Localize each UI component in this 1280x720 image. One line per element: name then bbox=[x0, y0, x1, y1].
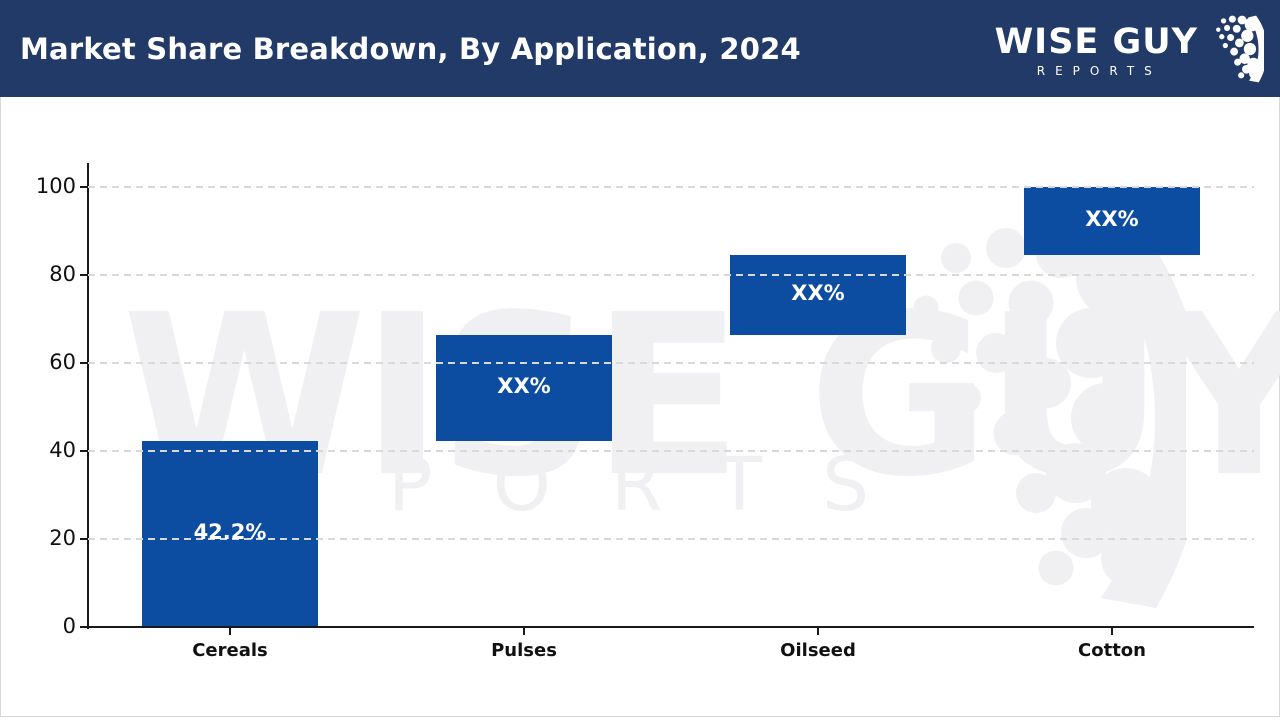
y-axis-line bbox=[87, 163, 89, 629]
gridline-20 bbox=[88, 538, 1254, 540]
y-tick-label: 100 bbox=[35, 174, 76, 198]
x-category-label: Cereals bbox=[192, 640, 268, 661]
x-axis-line bbox=[87, 626, 1254, 628]
logo-wiseguy-text: WISE GUY bbox=[994, 22, 1198, 62]
logo-text: WISE GUY REPORTS bbox=[995, 22, 1198, 78]
bar-value-label: 42.2% bbox=[193, 520, 267, 545]
y-tick-60 bbox=[80, 362, 88, 364]
bar-value-label: XX% bbox=[1085, 207, 1139, 232]
x-category-label: Cotton bbox=[1078, 640, 1146, 661]
header-bar: Market Share Breakdown, By Application, … bbox=[0, 0, 1280, 97]
page-title: Market Share Breakdown, By Application, … bbox=[20, 31, 801, 66]
y-tick-20 bbox=[80, 538, 88, 540]
y-tick-80 bbox=[80, 274, 88, 276]
x-tick-pulses bbox=[523, 628, 525, 635]
logo: WISE GUY REPORTS bbox=[995, 8, 1266, 90]
y-tick-label: 60 bbox=[49, 350, 76, 374]
logo-reports-text: REPORTS bbox=[1036, 64, 1162, 78]
bar-cereals bbox=[142, 441, 318, 627]
x-category-label: Pulses bbox=[491, 640, 557, 661]
y-tick-0 bbox=[80, 626, 88, 628]
bar-pulses bbox=[436, 335, 612, 442]
x-tick-oilseed bbox=[817, 628, 819, 635]
gridline-60 bbox=[88, 362, 1254, 364]
y-tick-label: 0 bbox=[62, 614, 76, 638]
y-tick-label: 80 bbox=[49, 262, 76, 286]
bar-value-label: XX% bbox=[791, 281, 845, 306]
x-tick-cereals bbox=[229, 628, 231, 635]
y-tick-label: 40 bbox=[49, 438, 76, 462]
y-tick-100 bbox=[80, 186, 88, 188]
x-tick-cotton bbox=[1111, 628, 1113, 635]
bar-value-label: XX% bbox=[497, 374, 551, 399]
y-tick-40 bbox=[80, 450, 88, 452]
bar-oilseed bbox=[730, 255, 906, 336]
y-tick-label: 20 bbox=[49, 526, 76, 550]
gridline-100 bbox=[88, 186, 1254, 188]
gridline-40 bbox=[88, 450, 1254, 452]
logo-head-icon bbox=[1216, 15, 1264, 83]
x-category-label: Oilseed bbox=[780, 640, 856, 661]
gridline-80 bbox=[88, 274, 1254, 276]
